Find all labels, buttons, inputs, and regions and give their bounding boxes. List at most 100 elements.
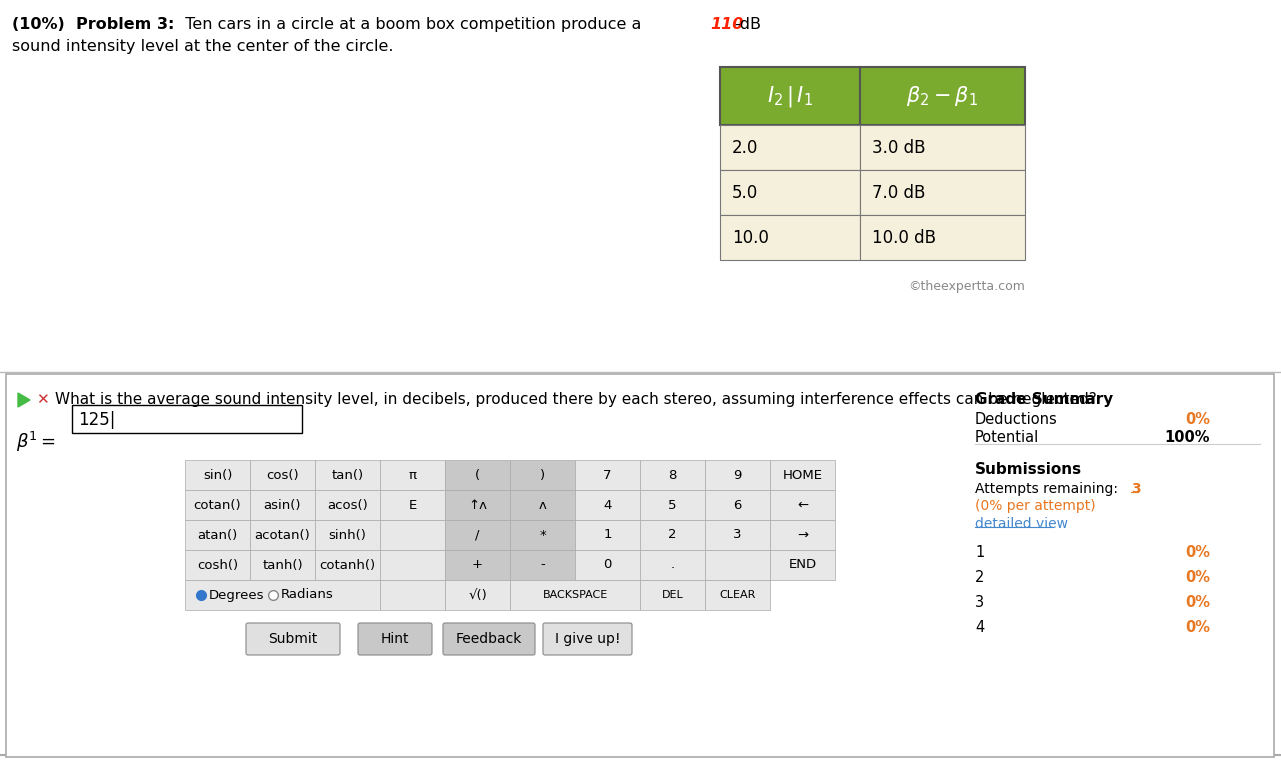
Text: END: END xyxy=(788,558,816,571)
Text: asin(): asin() xyxy=(264,499,301,512)
FancyBboxPatch shape xyxy=(315,490,380,520)
Text: DEL: DEL xyxy=(661,590,683,600)
FancyBboxPatch shape xyxy=(184,490,250,520)
Text: 0: 0 xyxy=(603,558,612,571)
Text: ): ) xyxy=(539,468,544,481)
Text: 8: 8 xyxy=(669,468,676,481)
Text: Submissions: Submissions xyxy=(975,462,1082,477)
FancyBboxPatch shape xyxy=(184,460,250,490)
Text: 1: 1 xyxy=(603,529,612,542)
FancyBboxPatch shape xyxy=(575,460,640,490)
FancyBboxPatch shape xyxy=(246,623,339,655)
Text: 0%: 0% xyxy=(1185,545,1211,560)
FancyBboxPatch shape xyxy=(250,550,315,580)
Text: Ten cars in a circle at a boom box competition produce a: Ten cars in a circle at a boom box compe… xyxy=(175,17,647,32)
Text: 3: 3 xyxy=(975,595,984,610)
Text: 7.0 dB: 7.0 dB xyxy=(872,184,925,201)
FancyBboxPatch shape xyxy=(380,580,445,610)
FancyBboxPatch shape xyxy=(860,67,1025,125)
Text: (: ( xyxy=(475,468,480,481)
Text: 10.0 dB: 10.0 dB xyxy=(872,229,936,246)
FancyBboxPatch shape xyxy=(184,580,380,610)
Text: cos(): cos() xyxy=(266,468,298,481)
Text: ↑ʌ: ↑ʌ xyxy=(468,499,487,512)
Text: ʌ: ʌ xyxy=(538,499,547,512)
FancyBboxPatch shape xyxy=(860,170,1025,215)
Text: I give up!: I give up! xyxy=(555,632,620,646)
FancyBboxPatch shape xyxy=(184,550,250,580)
FancyBboxPatch shape xyxy=(640,520,705,550)
Text: 0%: 0% xyxy=(1185,595,1211,610)
FancyBboxPatch shape xyxy=(575,520,640,550)
Text: Potential: Potential xyxy=(975,430,1039,445)
Text: BACKSPACE: BACKSPACE xyxy=(542,590,607,600)
Text: 5.0: 5.0 xyxy=(731,184,758,201)
FancyBboxPatch shape xyxy=(640,580,705,610)
FancyBboxPatch shape xyxy=(184,520,250,550)
Text: Hint: Hint xyxy=(380,632,409,646)
Text: $\mathit{I_2}\,|\,\mathit{I_1}$: $\mathit{I_2}\,|\,\mathit{I_1}$ xyxy=(767,83,813,109)
FancyBboxPatch shape xyxy=(720,125,860,170)
Text: (10%)  Problem 3:: (10%) Problem 3: xyxy=(12,17,174,32)
Text: 7: 7 xyxy=(603,468,612,481)
Text: ✕: ✕ xyxy=(36,392,49,407)
FancyBboxPatch shape xyxy=(770,460,835,490)
Text: .: . xyxy=(670,558,675,571)
FancyBboxPatch shape xyxy=(380,520,445,550)
Text: sin(): sin() xyxy=(202,468,232,481)
Text: tan(): tan() xyxy=(332,468,364,481)
FancyBboxPatch shape xyxy=(860,125,1025,170)
Text: -dB: -dB xyxy=(734,17,761,32)
Text: tanh(): tanh() xyxy=(263,558,302,571)
Text: 0%: 0% xyxy=(1185,570,1211,585)
Text: 4: 4 xyxy=(603,499,612,512)
Text: Attempts remaining:: Attempts remaining: xyxy=(975,482,1122,496)
FancyBboxPatch shape xyxy=(250,460,315,490)
FancyBboxPatch shape xyxy=(705,580,770,610)
Text: Feedback: Feedback xyxy=(456,632,523,646)
Text: ←: ← xyxy=(797,499,808,512)
FancyBboxPatch shape xyxy=(640,550,705,580)
Text: Submit: Submit xyxy=(269,632,318,646)
Text: HOME: HOME xyxy=(783,468,822,481)
FancyBboxPatch shape xyxy=(315,460,380,490)
Text: detailed view: detailed view xyxy=(975,517,1068,531)
FancyBboxPatch shape xyxy=(720,170,860,215)
Text: Grade Summary: Grade Summary xyxy=(975,392,1113,407)
Text: (0% per attempt): (0% per attempt) xyxy=(975,499,1095,513)
FancyBboxPatch shape xyxy=(6,374,1275,757)
FancyBboxPatch shape xyxy=(250,520,315,550)
Text: CLEAR: CLEAR xyxy=(720,590,756,600)
Text: $\mathit{\beta_2} - \mathit{\beta_1}$: $\mathit{\beta_2} - \mathit{\beta_1}$ xyxy=(907,84,979,108)
FancyBboxPatch shape xyxy=(860,215,1025,260)
FancyBboxPatch shape xyxy=(510,580,640,610)
Text: →: → xyxy=(797,529,808,542)
FancyBboxPatch shape xyxy=(640,460,705,490)
FancyBboxPatch shape xyxy=(315,550,380,580)
FancyBboxPatch shape xyxy=(315,520,380,550)
FancyBboxPatch shape xyxy=(510,550,575,580)
Text: 2: 2 xyxy=(669,529,676,542)
FancyBboxPatch shape xyxy=(575,490,640,520)
Text: *: * xyxy=(539,529,546,542)
Text: /: / xyxy=(475,529,480,542)
FancyBboxPatch shape xyxy=(705,490,770,520)
FancyBboxPatch shape xyxy=(445,460,510,490)
FancyBboxPatch shape xyxy=(510,460,575,490)
FancyBboxPatch shape xyxy=(510,520,575,550)
Text: acos(): acos() xyxy=(327,499,368,512)
Text: E: E xyxy=(409,499,416,512)
FancyBboxPatch shape xyxy=(705,520,770,550)
FancyBboxPatch shape xyxy=(380,550,445,580)
FancyBboxPatch shape xyxy=(445,520,510,550)
FancyBboxPatch shape xyxy=(720,215,860,260)
FancyBboxPatch shape xyxy=(250,490,315,520)
Text: 0%: 0% xyxy=(1185,620,1211,635)
Text: 2.0: 2.0 xyxy=(731,138,758,157)
FancyBboxPatch shape xyxy=(445,490,510,520)
Text: π: π xyxy=(409,468,416,481)
Text: What is the average sound intensity level, in decibels, produced there by each s: What is the average sound intensity leve… xyxy=(55,392,1097,407)
Text: cotan(): cotan() xyxy=(193,499,241,512)
Text: 10.0: 10.0 xyxy=(731,229,769,246)
FancyBboxPatch shape xyxy=(640,490,705,520)
